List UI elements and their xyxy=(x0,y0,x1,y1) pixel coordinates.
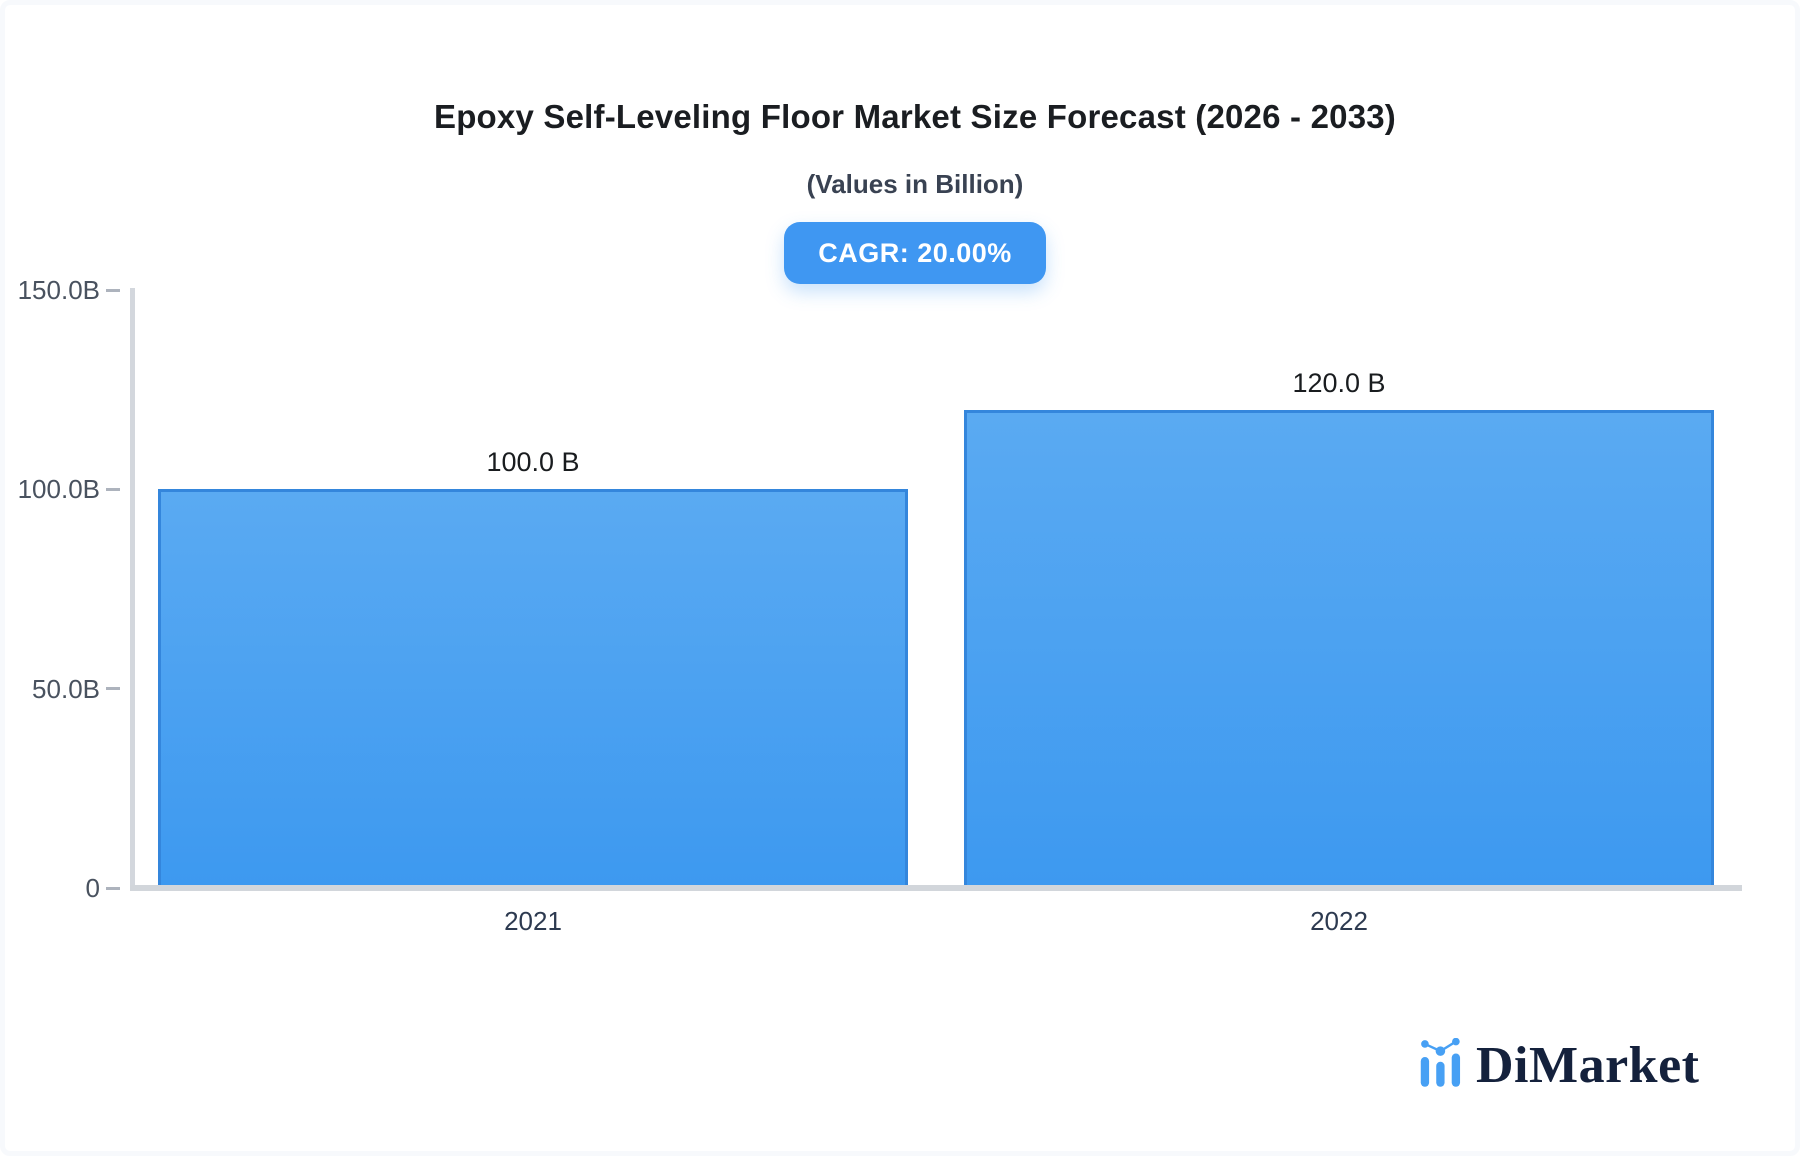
cagr-badge: CAGR: 20.00% xyxy=(784,222,1046,284)
bar-value-label-2021: 100.0 B xyxy=(486,447,580,478)
chart-header: Epoxy Self-Leveling Floor Market Size Fo… xyxy=(30,92,1800,284)
y-axis-tick-label: 50.0B xyxy=(32,673,100,704)
bar-2021 xyxy=(158,489,908,888)
y-axis-tick-label: 150.0B xyxy=(17,275,100,305)
x-axis-label-2021: 2021 xyxy=(504,906,562,936)
x-axis-line xyxy=(130,885,1742,891)
dimarket-logo: DiMarket xyxy=(1418,1038,1699,1092)
y-axis-tick-mark xyxy=(106,288,120,292)
y-axis-tick-mark xyxy=(106,487,120,491)
bar-value-label-2022: 120.0 B xyxy=(1292,367,1386,398)
logo-text: DiMarket xyxy=(1476,1037,1700,1094)
x-axis-label-2022: 2022 xyxy=(1310,906,1368,936)
bar-2022 xyxy=(964,409,1714,888)
y-axis-tick-mark xyxy=(106,886,120,890)
y-axis-line xyxy=(130,288,135,891)
y-axis-tick-label: 0 xyxy=(85,873,100,903)
mini-bar-chart-trend-icon xyxy=(1420,1038,1461,1087)
chart-title: Epoxy Self-Leveling Floor Market Size Fo… xyxy=(433,98,1396,135)
y-axis-tick-label: 100.0B xyxy=(17,474,100,505)
chart-subtitle: (Values in Billion) xyxy=(806,169,1024,199)
y-axis-tick-mark xyxy=(106,687,120,691)
